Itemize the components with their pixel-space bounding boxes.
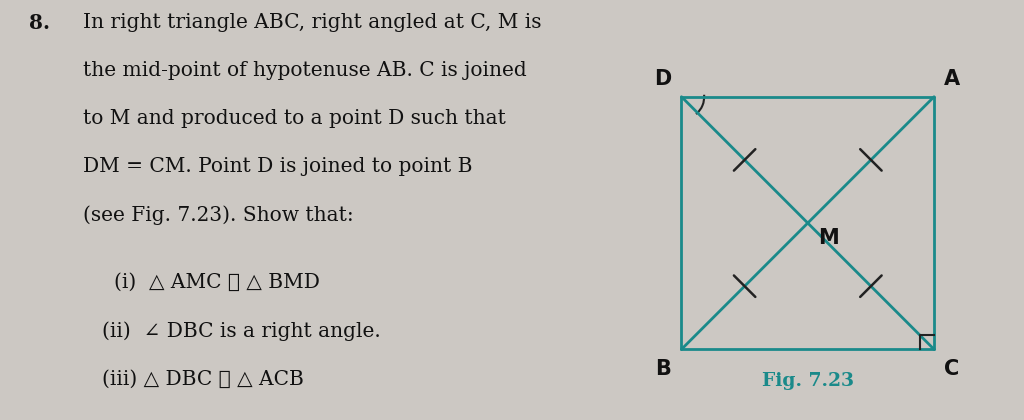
Text: (iii) △ DBC ≅ △ ACB: (iii) △ DBC ≅ △ ACB [101,370,303,389]
Text: C: C [944,360,959,379]
Text: DM = CM. Point D is joined to point B: DM = CM. Point D is joined to point B [83,158,472,176]
Text: (ii)  ∠ DBC is a right angle.: (ii) ∠ DBC is a right angle. [101,321,380,341]
Text: (i)  △ AMC ≅ △ BMD: (i) △ AMC ≅ △ BMD [115,273,321,292]
Text: the mid-point of hypotenuse AB. C is joined: the mid-point of hypotenuse AB. C is joi… [83,61,526,80]
Text: to M and produced to a point D such that: to M and produced to a point D such that [83,109,506,128]
Text: Fig. 7.23: Fig. 7.23 [762,372,854,390]
Text: In right triangle ABC, right angled at C, M is: In right triangle ABC, right angled at C… [83,13,541,32]
Text: M: M [818,228,839,248]
Text: A: A [944,69,961,89]
Text: (see Fig. 7.23). Show that:: (see Fig. 7.23). Show that: [83,206,353,226]
Text: 8.: 8. [29,13,49,33]
Text: B: B [655,360,672,379]
Text: D: D [654,69,672,89]
